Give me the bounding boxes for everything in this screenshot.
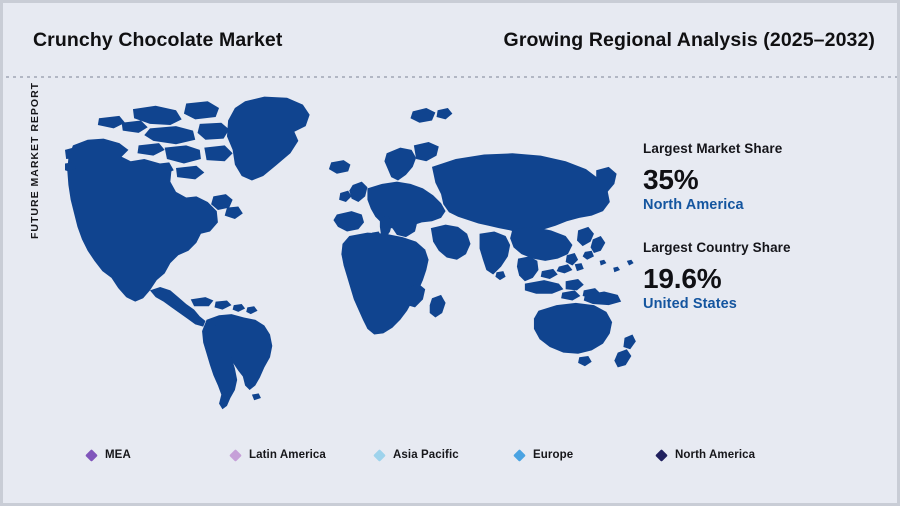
legend-item-mea[interactable]: MEA — [85, 448, 131, 462]
diamond-marker-icon — [373, 448, 386, 462]
diamond-marker-icon — [85, 448, 98, 462]
header-divider — [6, 76, 897, 78]
diamond-marker-icon — [655, 448, 668, 462]
legend-item-label: MEA — [105, 449, 131, 461]
legend-item-europe[interactable]: Europe — [513, 448, 574, 462]
header-bar: Crunchy Chocolate Market Growing Regiona… — [3, 3, 897, 77]
legend-item-label: Latin America — [249, 449, 326, 461]
stat-value: 19.6% — [643, 263, 722, 295]
stat-value: 35% — [643, 164, 699, 195]
page-title-left: Crunchy Chocolate Market — [33, 28, 283, 51]
world-map — [65, 91, 637, 411]
stat-largest-country-share: Largest Country Share 19.6% United State… — [643, 240, 889, 312]
legend: MEA Latin America Asia Pacific Europe No… — [85, 448, 877, 471]
legend-item-label: Europe — [533, 449, 574, 461]
stat-region: North America — [643, 197, 744, 214]
stat-caption: Largest Country Share — [643, 240, 791, 256]
legend-item-label: North America — [675, 449, 756, 461]
stat-region: United States — [643, 296, 737, 313]
legend-item-asia-pacific[interactable]: Asia Pacific — [373, 448, 459, 462]
diamond-marker-icon — [229, 448, 242, 462]
legend-item-latin-america[interactable]: Latin America — [229, 448, 326, 462]
side-brand-label: FUTURE MARKET REPORT — [29, 81, 41, 239]
diamond-marker-icon — [513, 448, 526, 462]
legend-item-label: Asia Pacific — [393, 449, 459, 461]
stats-panel: Largest Market Share 35% North America L… — [643, 141, 889, 312]
stat-caption: Largest Market Share — [643, 141, 783, 156]
world-map-svg — [65, 96, 636, 410]
world-map-landmasses — [65, 96, 636, 410]
page-title-right: Growing Regional Analysis (2025–2032) — [503, 28, 875, 51]
legend-item-north-america[interactable]: North America — [655, 448, 756, 462]
stat-largest-market-share: Largest Market Share 35% North America — [643, 141, 889, 213]
